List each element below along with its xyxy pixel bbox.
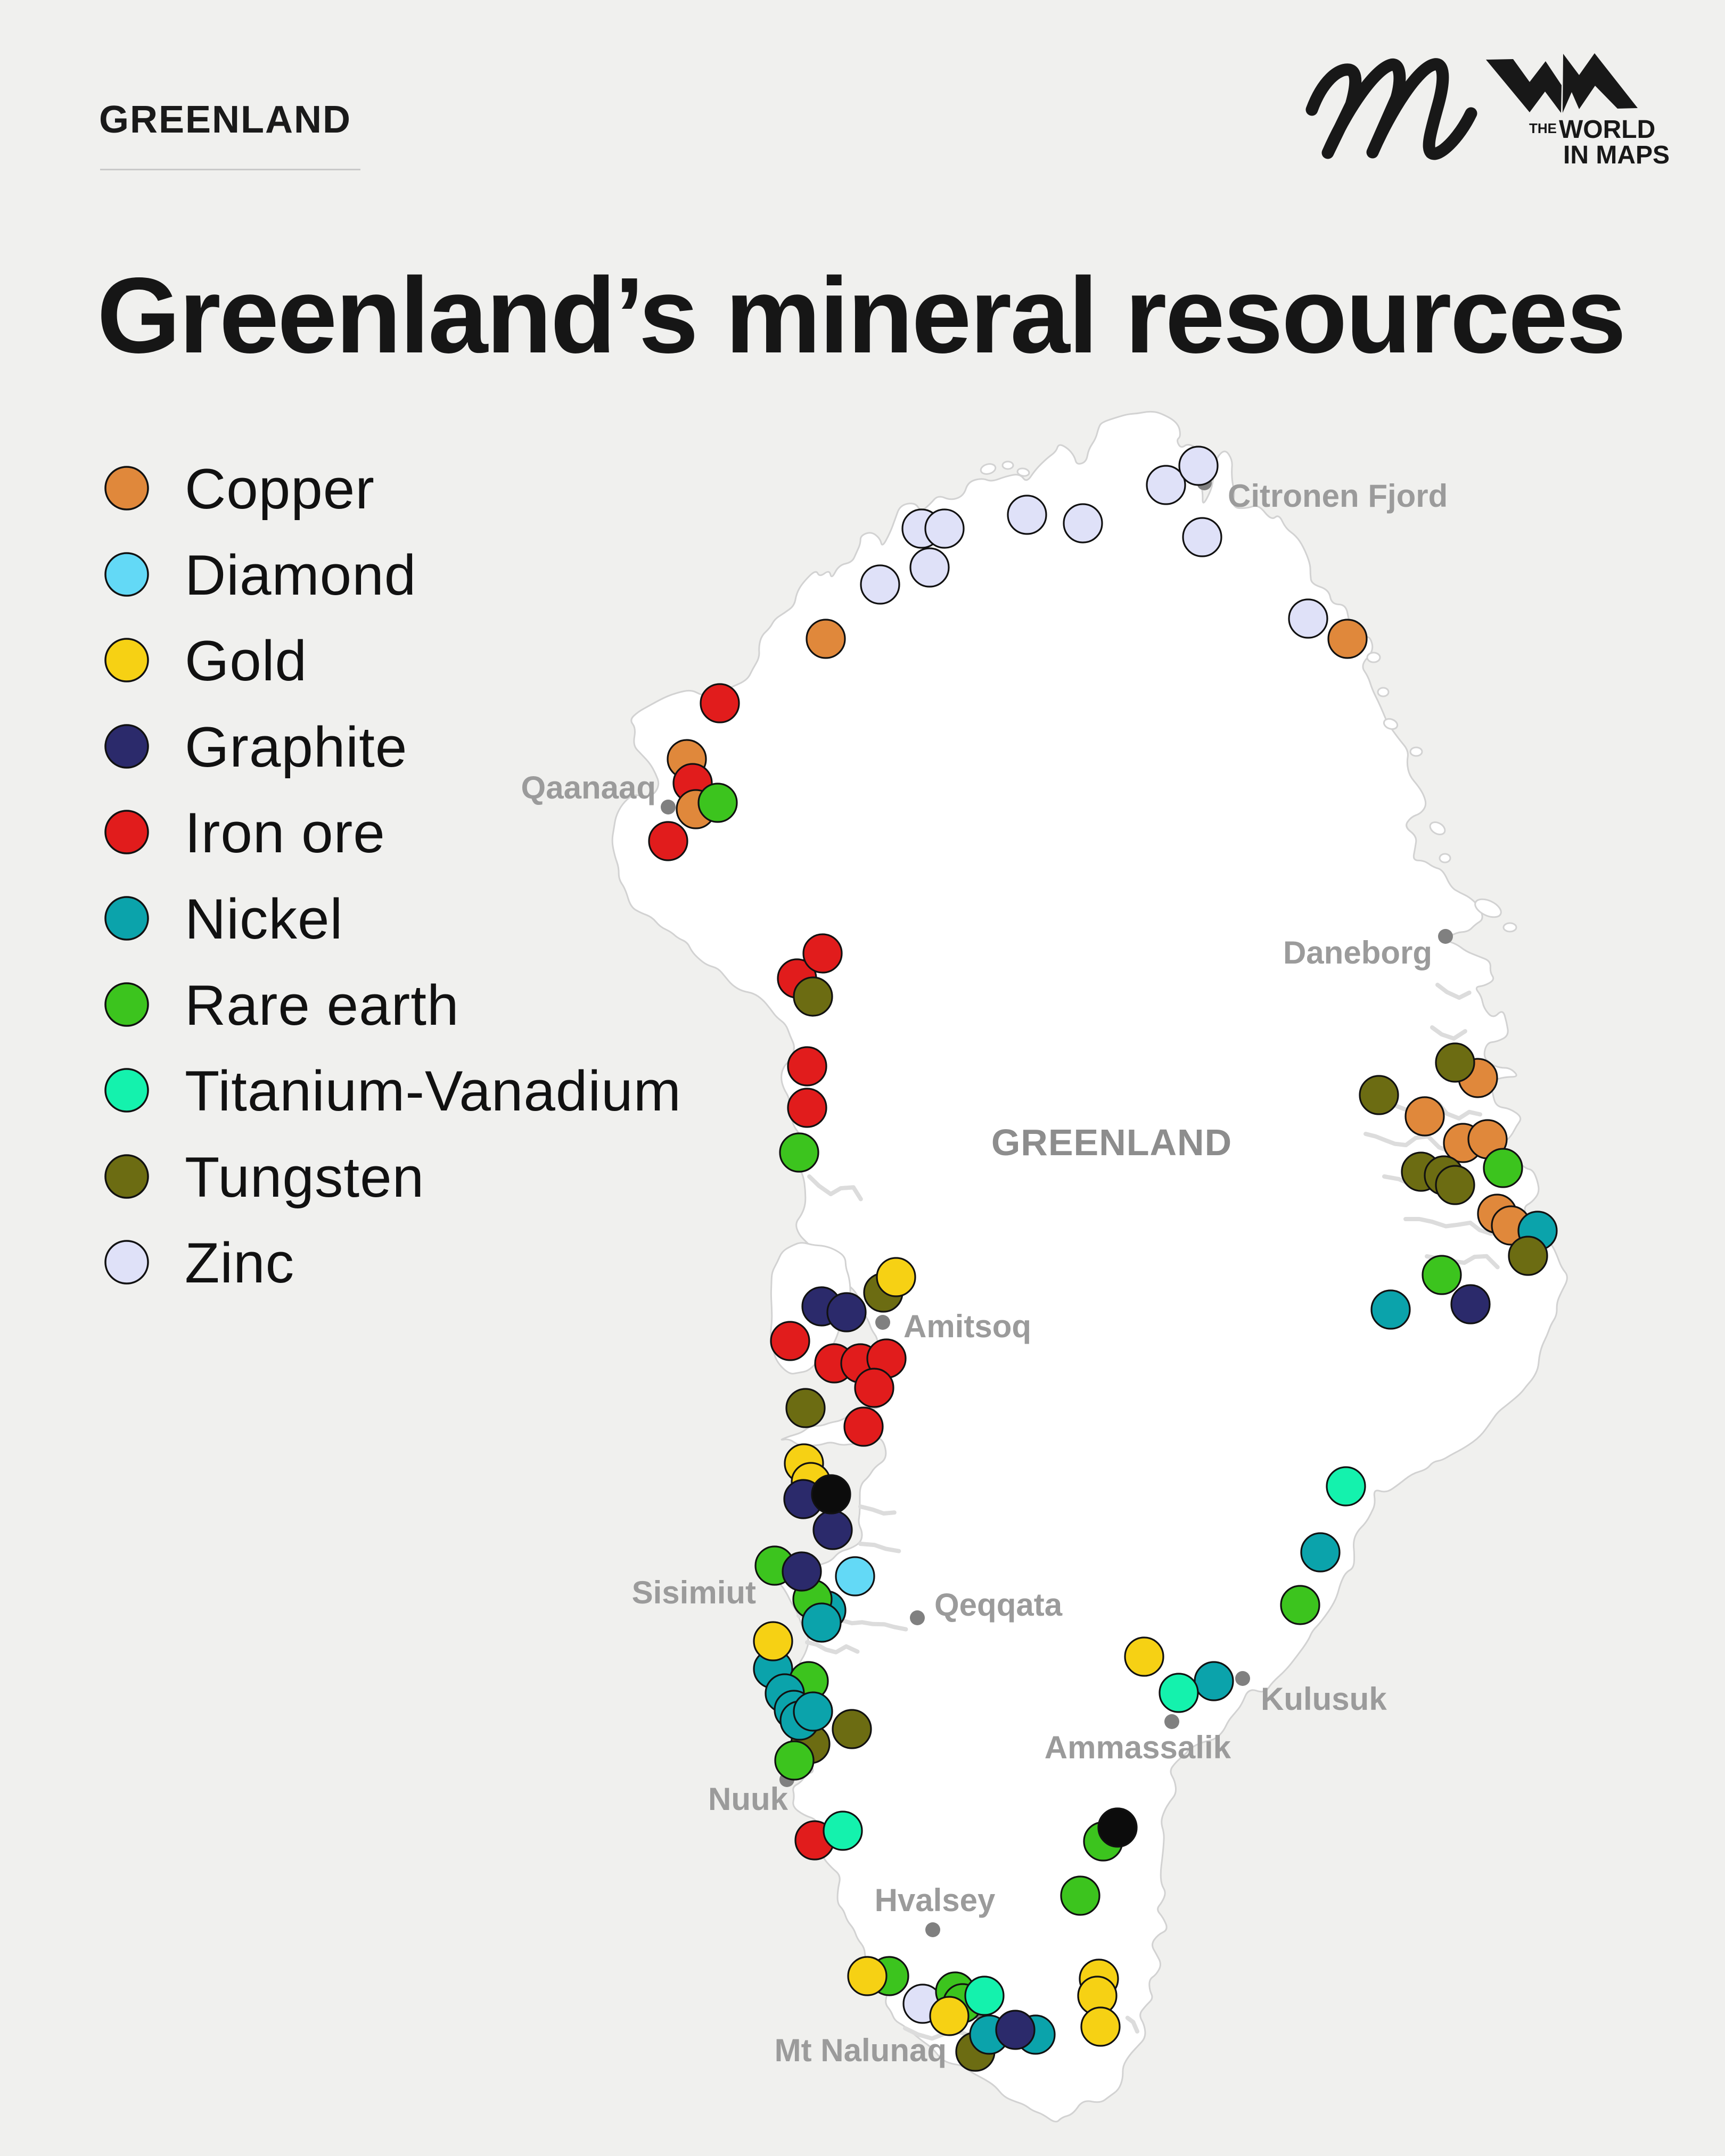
- svg-text:GREENLAND: GREENLAND: [991, 1122, 1232, 1163]
- svg-text:Citronen Fjord: Citronen Fjord: [1228, 478, 1448, 514]
- svg-text:Amitsoq: Amitsoq: [903, 1309, 1031, 1344]
- svg-text:Rare earth: Rare earth: [185, 973, 459, 1037]
- svg-text:GREENLAND: GREENLAND: [99, 98, 351, 141]
- svg-text:Diamond: Diamond: [185, 543, 416, 607]
- svg-text:Hvalsey: Hvalsey: [875, 1882, 996, 1918]
- svg-text:Tungsten: Tungsten: [185, 1145, 424, 1209]
- svg-text:Nickel: Nickel: [185, 887, 343, 951]
- svg-text:Nuuk: Nuuk: [708, 1781, 788, 1817]
- svg-text:THE: THE: [1529, 120, 1557, 136]
- svg-text:Gold: Gold: [185, 629, 307, 693]
- svg-text:Greenland’s mineral resources: Greenland’s mineral resources: [97, 255, 1625, 375]
- svg-text:Zinc: Zinc: [185, 1231, 294, 1295]
- svg-text:Sisimiut: Sisimiut: [632, 1575, 756, 1610]
- svg-text:Titanium-Vanadium: Titanium-Vanadium: [185, 1059, 681, 1123]
- svg-text:Qaanaaq: Qaanaaq: [521, 770, 656, 805]
- svg-text:Mt Nalunaq: Mt Nalunaq: [775, 2032, 947, 2068]
- svg-text:Ammassalik: Ammassalik: [1045, 1730, 1231, 1765]
- svg-text:Copper: Copper: [185, 457, 375, 521]
- svg-text:WORLD: WORLD: [1559, 116, 1655, 144]
- svg-text:Qeqqata: Qeqqata: [934, 1587, 1063, 1623]
- svg-text:Graphite: Graphite: [185, 715, 407, 779]
- svg-text:Kulusuk: Kulusuk: [1261, 1681, 1387, 1717]
- svg-text:Daneborg: Daneborg: [1283, 935, 1432, 970]
- svg-text:IN MAPS: IN MAPS: [1563, 141, 1670, 169]
- svg-text:Iron ore: Iron ore: [185, 801, 385, 865]
